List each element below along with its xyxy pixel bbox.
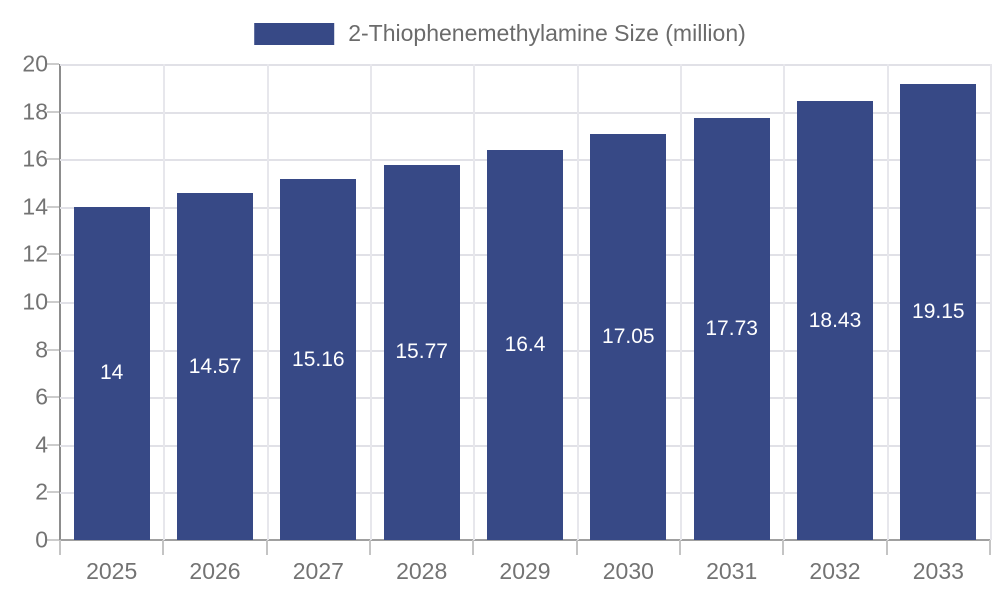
bar-2028 (383, 164, 460, 540)
y-tick-mark (47, 301, 59, 303)
gridline-y-20 (60, 64, 990, 66)
y-tick-label: 2 (35, 478, 48, 505)
x-tick-label-2033: 2033 (912, 558, 964, 584)
gridline-x (886, 64, 889, 540)
y-tick-label: 8 (35, 336, 48, 363)
bar-value-label: 14 (99, 361, 124, 385)
y-tick-label: 10 (22, 288, 48, 315)
x-tick-label-2031: 2031 (706, 558, 758, 584)
legend-label: 2-Thiophenemethylamine Size (million) (348, 20, 746, 46)
x-tick-label-2028: 2028 (396, 558, 448, 584)
y-tick-label: 16 (22, 145, 48, 172)
bar-value-label: 14.57 (188, 354, 242, 378)
bar-value-label: 19.15 (912, 300, 965, 324)
gridline-x (266, 64, 269, 540)
y-tick-mark (47, 443, 59, 446)
gridline-y-18 (60, 111, 990, 114)
y-tick-mark (47, 396, 59, 399)
y-tick-mark (47, 491, 59, 494)
bar-value-label: 15.16 (292, 347, 345, 371)
x-tick-mark (679, 540, 681, 555)
bar-value-label: 17.73 (705, 317, 758, 340)
gridline-x (473, 64, 476, 540)
bar-value-label: 15.77 (395, 340, 448, 364)
x-tick-mark (265, 540, 268, 555)
bar-2032 (797, 101, 873, 540)
legend[interactable]: 2-Thiophenemethylamine Size (million) (254, 20, 746, 47)
x-tick-mark (782, 540, 785, 555)
x-tick-mark (162, 540, 165, 555)
gridline-x (370, 64, 372, 540)
x-tick-label-2030: 2030 (602, 558, 654, 584)
y-tick-label: 18 (22, 98, 48, 125)
x-axis-line (60, 539, 990, 541)
gridline-x (680, 64, 682, 540)
x-tick-label-2032: 2032 (809, 558, 861, 584)
x-tick-mark (59, 540, 61, 555)
y-tick-label: 0 (35, 526, 48, 553)
bar-2027 (280, 179, 357, 540)
bar-2031 (693, 118, 770, 540)
gridline-x (783, 64, 786, 540)
bar-2029 (487, 149, 563, 540)
bar-2025 (73, 206, 150, 540)
bar-2033 (900, 84, 977, 540)
y-tick-mark (47, 348, 59, 351)
y-tick-label: 14 (22, 193, 48, 220)
x-tick-mark (369, 540, 371, 555)
gridline-x (163, 64, 166, 540)
x-tick-mark (885, 540, 888, 555)
y-tick-label: 6 (35, 383, 48, 410)
y-tick-label: 20 (22, 50, 48, 77)
y-tick-label: 4 (35, 431, 48, 458)
bar-2026 (177, 193, 253, 540)
bar-value-label: 18.43 (808, 308, 862, 332)
bar-2030 (590, 134, 667, 540)
plot-area: 14 14.57 15.16 15.77 16.4 17.05 17.73 18.43 19.1… (59, 64, 992, 541)
x-tick-label-2027: 2027 (292, 558, 344, 584)
legend-swatch (254, 22, 335, 45)
bar-value-label: 17.05 (602, 325, 655, 349)
x-tick-mark (989, 540, 991, 555)
x-tick-label-2026: 2026 (189, 558, 241, 584)
y-tick-mark (47, 253, 59, 256)
y-tick-label: 12 (22, 240, 48, 267)
y-tick-mark (47, 539, 59, 541)
y-tick-mark (47, 205, 59, 208)
gridline-x (990, 64, 992, 540)
y-tick-mark (47, 110, 59, 113)
x-tick-mark (575, 540, 578, 555)
y-tick-mark (47, 158, 59, 161)
x-tick-mark (472, 540, 475, 555)
y-tick-mark (47, 63, 59, 65)
x-tick-label-2025: 2025 (86, 558, 138, 584)
bar-value-label: 16.4 (504, 332, 546, 356)
gridline-x (576, 64, 579, 540)
x-tick-label-2029: 2029 (499, 558, 551, 584)
